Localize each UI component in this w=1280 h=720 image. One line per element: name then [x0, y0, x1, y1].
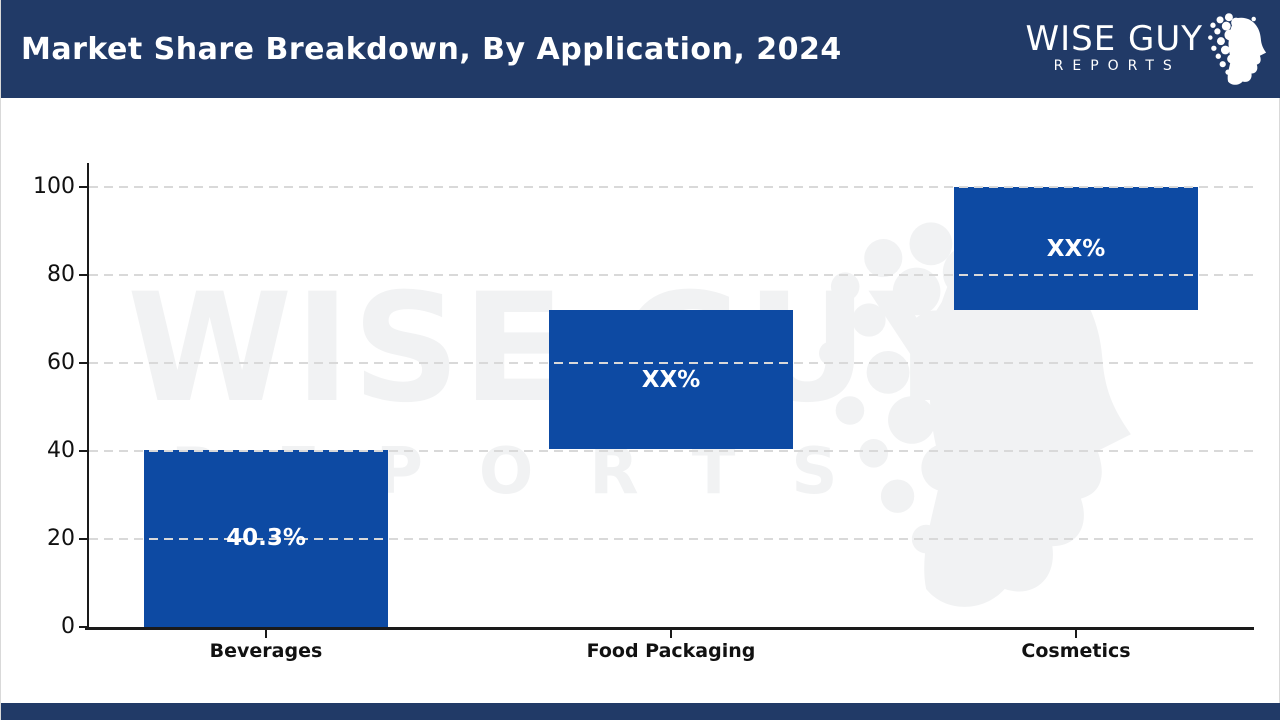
- logo-line2: REPORTS: [1053, 58, 1181, 74]
- y-tick-label: 0: [61, 614, 75, 639]
- gridline: [89, 274, 1254, 276]
- x-tick-mark: [265, 630, 267, 638]
- x-tick-label-cosmetics: Cosmetics: [1021, 640, 1131, 662]
- y-tick-label: 60: [47, 350, 75, 375]
- gridline: [89, 538, 1254, 540]
- y-tick-label: 40: [47, 438, 75, 463]
- chart-area: WISE GUY REPORTS 0 20 40 60 80 100 40.3% XX% XX…: [1, 98, 1280, 703]
- bar-value-label: XX%: [1046, 235, 1106, 262]
- gridline: [89, 362, 1254, 364]
- y-tick-mark: [79, 274, 87, 276]
- x-tick-label-beverages: Beverages: [209, 640, 323, 662]
- page-title: Market Share Breakdown, By Application, …: [21, 31, 842, 67]
- gridline: [89, 450, 1254, 452]
- y-tick-label: 100: [33, 174, 75, 199]
- y-axis-line: [87, 163, 89, 629]
- header-bar: Market Share Breakdown, By Application, …: [1, 0, 1280, 98]
- x-tick-label-food-packaging: Food Packaging: [586, 640, 756, 662]
- wiseguy-logo: WISE GUY REPORTS: [1017, 6, 1267, 92]
- x-tick-mark: [1075, 630, 1077, 638]
- logo-face-icon: [1205, 10, 1267, 90]
- y-tick-mark: [79, 538, 87, 540]
- y-tick-mark: [79, 626, 87, 628]
- bar-value-label: 40.3%: [226, 525, 306, 552]
- bar-value-label: XX%: [641, 366, 701, 393]
- x-tick-mark: [670, 630, 672, 638]
- logo-line1: WISE GUY: [1025, 19, 1203, 59]
- y-tick-label: 20: [47, 526, 75, 551]
- logo-wordmark: WISE GUY REPORTS: [1025, 22, 1203, 73]
- y-tick-mark: [79, 186, 87, 188]
- y-tick-mark: [79, 450, 87, 452]
- bar-food-packaging: [549, 310, 793, 449]
- x-axis-line: [85, 627, 1254, 630]
- y-tick-label: 80: [47, 262, 75, 287]
- gridline: [89, 186, 1254, 188]
- y-tick-mark: [79, 362, 87, 364]
- footer-bar: [1, 703, 1280, 720]
